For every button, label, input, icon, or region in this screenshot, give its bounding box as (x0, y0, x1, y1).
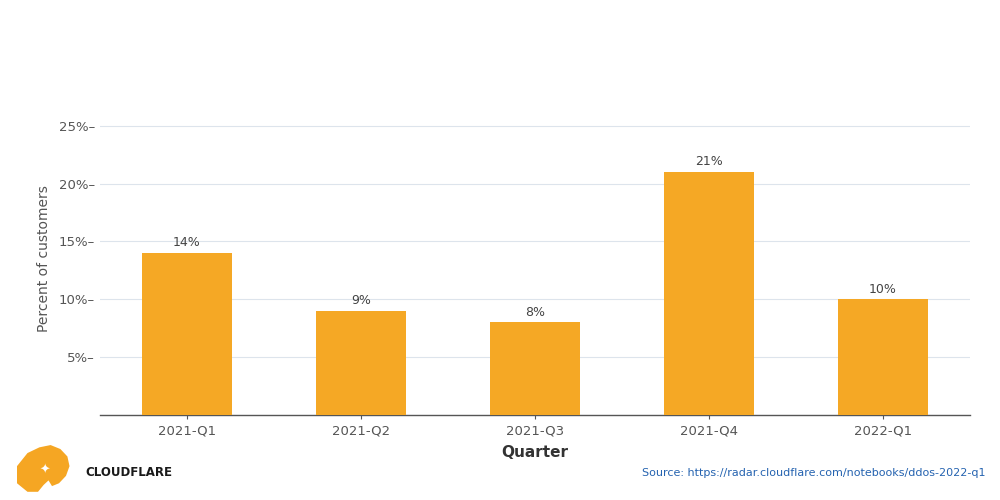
Text: ✦: ✦ (40, 464, 50, 476)
Text: 10%: 10% (869, 283, 897, 296)
Bar (316, 311, 406, 415)
Text: Source: https://radar.cloudflare.com/notebooks/ddos-2022-q1: Source: https://radar.cloudflare.com/not… (642, 468, 985, 478)
Text: 21%: 21% (695, 156, 723, 168)
Bar (142, 253, 232, 415)
Y-axis label: Percent of customers: Percent of customers (37, 186, 51, 332)
Text: 14%: 14% (173, 236, 201, 250)
Text: Ransom DDoS Attacks & Threats by Quarter: Ransom DDoS Attacks & Threats by Quarter (25, 37, 714, 64)
Bar (838, 300, 928, 415)
Text: CLOUDFLARE: CLOUDFLARE (85, 466, 172, 479)
Bar (490, 322, 580, 415)
X-axis label: Quarter: Quarter (502, 446, 568, 460)
Text: 8%: 8% (525, 306, 545, 319)
Bar (664, 172, 754, 415)
PathPatch shape (17, 445, 70, 492)
Text: 9%: 9% (351, 294, 371, 308)
